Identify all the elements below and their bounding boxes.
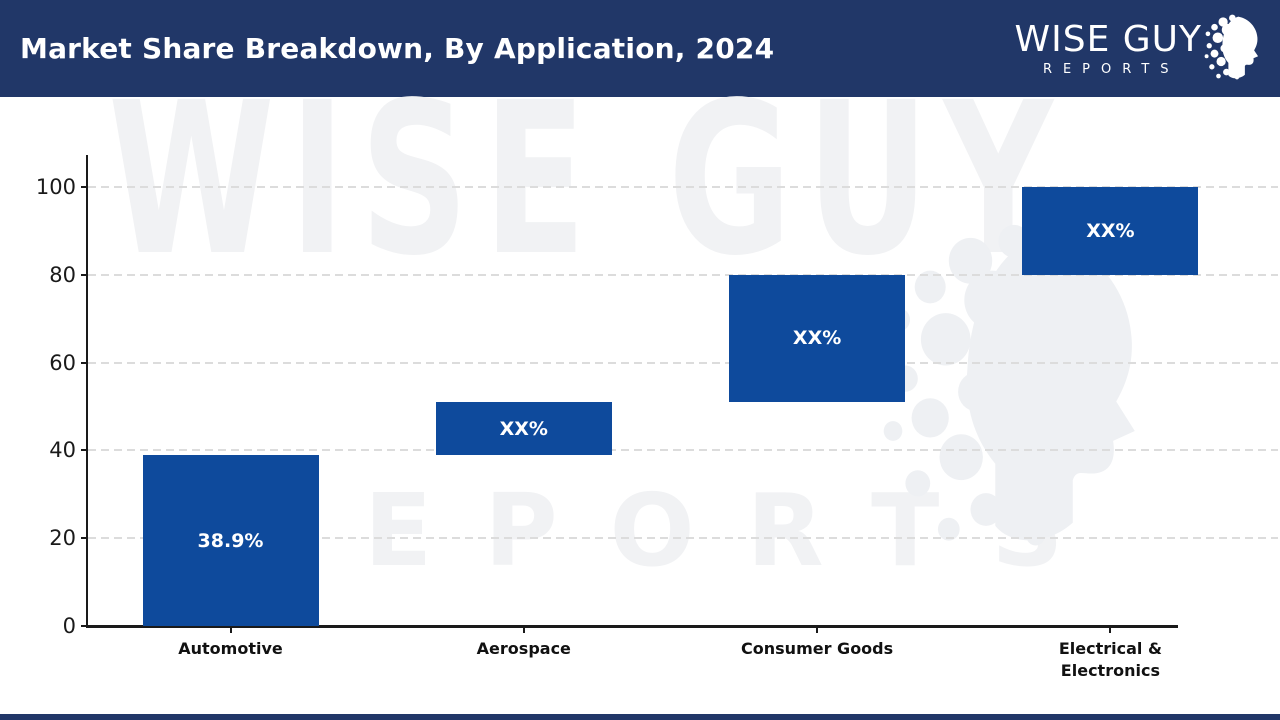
x-tick-0	[229, 626, 232, 633]
y-tick-label-60: 60	[49, 350, 76, 375]
chart-canvas: WISE GUY REPORTS 0 20 40 60 80 100 38.9% Automo…	[0, 57, 1280, 714]
logo-wordmark: WISE GUY	[1014, 18, 1202, 60]
gridline-60	[88, 361, 1278, 364]
gridline-20	[88, 537, 1278, 540]
bar-value-label: XX%	[1086, 219, 1135, 242]
gridline-40	[88, 449, 1278, 452]
y-tick-label-80: 80	[49, 262, 76, 287]
y-tick-label-20: 20	[49, 526, 76, 551]
y-tick-80	[81, 273, 88, 276]
x-tick-3	[1109, 626, 1112, 633]
x-axis-line	[86, 625, 1178, 628]
y-tick-0	[81, 625, 88, 627]
bar-consumer-goods: XX%	[729, 274, 906, 403]
gridline-100	[88, 186, 1278, 188]
footer-bar	[0, 714, 1280, 720]
y-tick-label-0: 0	[62, 614, 76, 638]
header-bar: Market Share Breakdown, By Application, …	[0, 0, 1280, 97]
x-tick-1	[522, 626, 525, 633]
y-tick-20	[81, 537, 88, 540]
bar-aerospace: XX%	[435, 402, 612, 456]
y-tick-label-40: 40	[49, 438, 76, 463]
watermark-wordmark: WISE GUY	[108, 57, 1068, 302]
category-label-2: Consumer Goods	[741, 639, 894, 658]
x-tick-2	[816, 626, 819, 633]
bar-automotive: 38.9%	[142, 455, 319, 626]
logo-subtitle: REPORTS	[1042, 61, 1180, 77]
category-label-1: Aerospace	[476, 639, 571, 658]
bar-value-label: 38.9%	[197, 529, 264, 552]
bar-electrical-: XX%	[1022, 187, 1199, 275]
category-label-3: Electrical & Electronics	[1058, 639, 1162, 680]
category-label-0: Automotive	[178, 639, 283, 658]
bar-value-label: XX%	[499, 417, 548, 440]
chart-title: Market Share Breakdown, By Application, …	[20, 32, 775, 65]
wise-guy-logo: WISE GUY REPORTS	[1015, 12, 1267, 86]
bar-value-label: XX%	[792, 327, 842, 350]
gridline-80	[88, 273, 1278, 276]
y-tick-label-100: 100	[35, 175, 76, 199]
y-tick-40	[81, 449, 88, 452]
y-tick-60	[81, 361, 88, 364]
y-tick-100	[81, 186, 88, 188]
y-axis-line	[86, 155, 88, 628]
logo-wordmark-block: WISE GUY REPORTS	[1014, 18, 1203, 77]
